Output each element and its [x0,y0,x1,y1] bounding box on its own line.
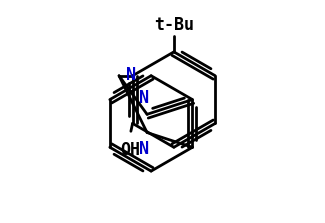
Text: N: N [139,140,149,158]
Text: N: N [139,89,149,107]
Text: OH: OH [120,141,140,159]
Text: N: N [126,66,136,84]
Text: t-Bu: t-Bu [154,16,194,34]
